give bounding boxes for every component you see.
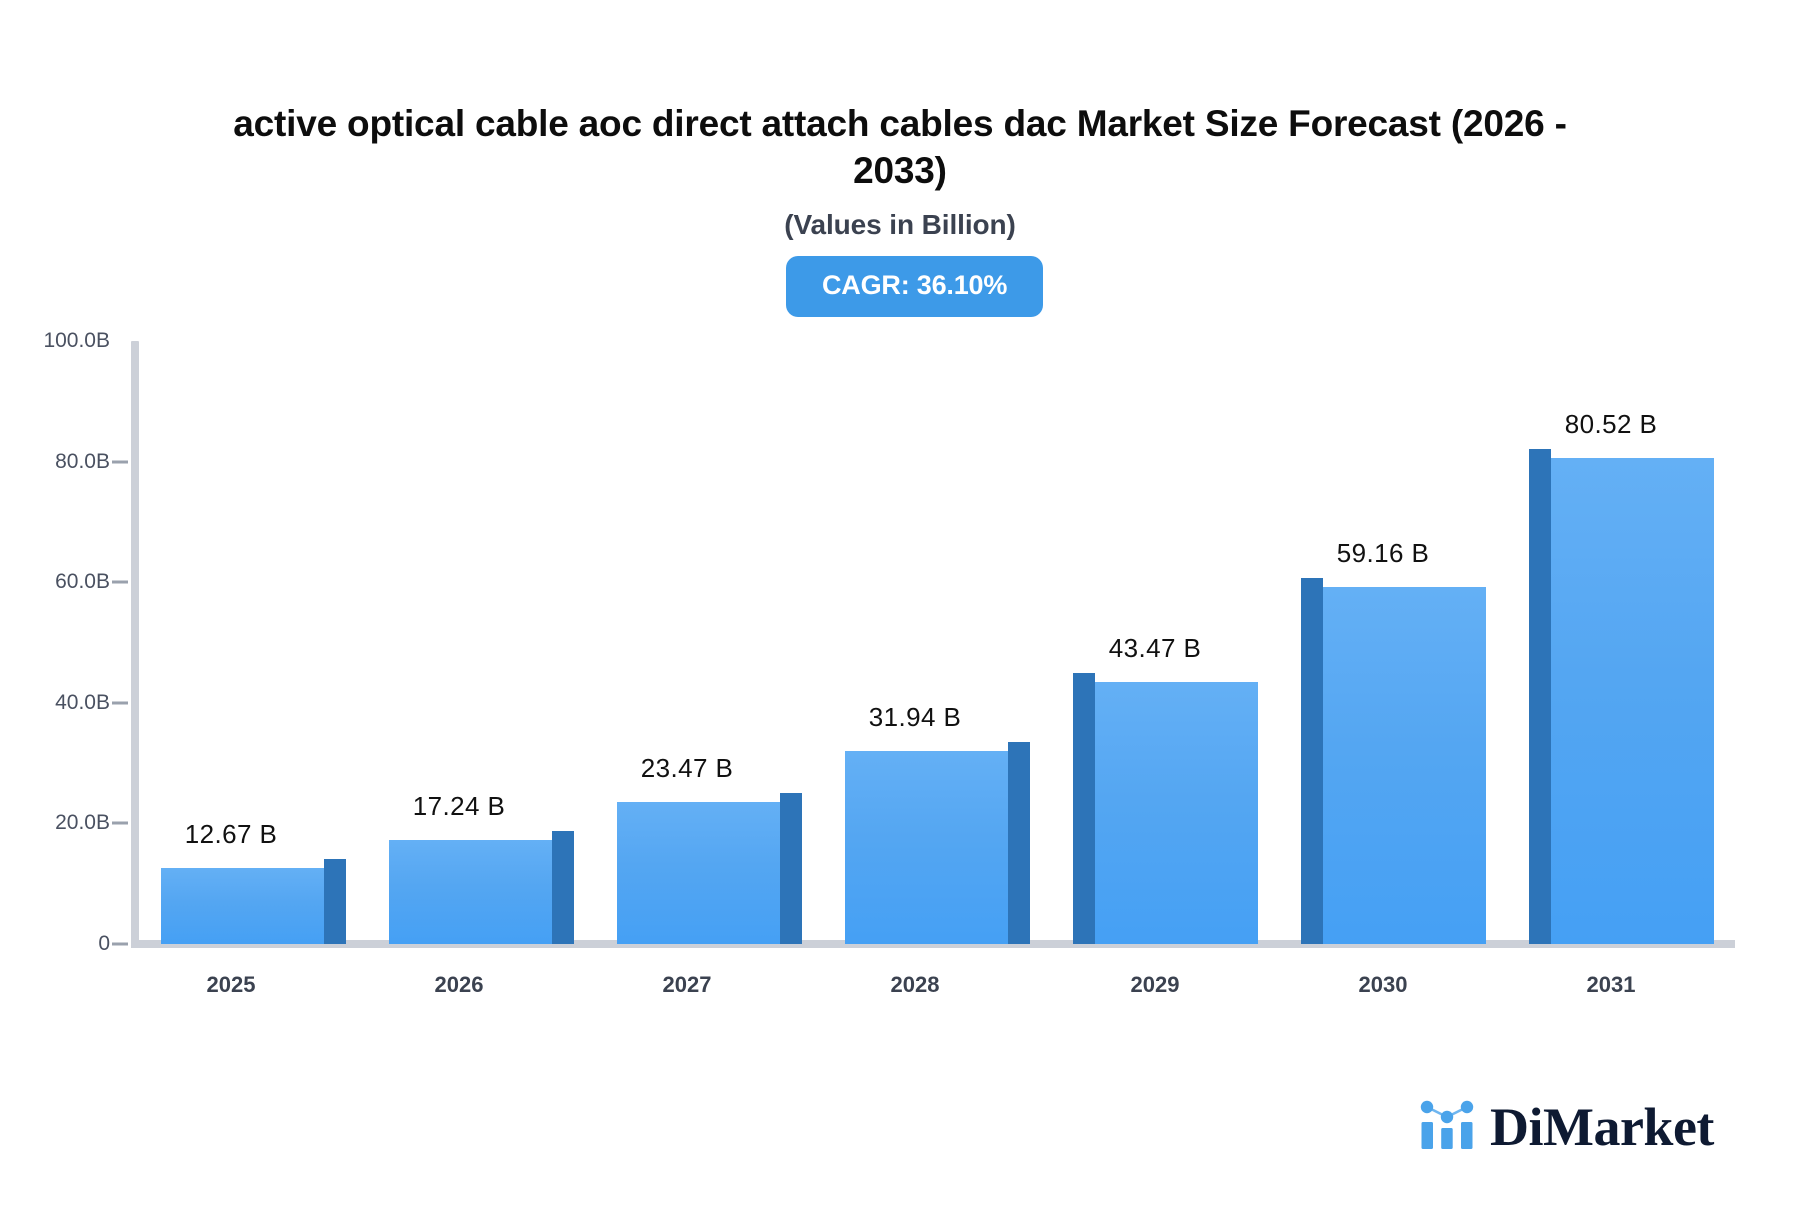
x-axis-tick-label: 2031: [1586, 972, 1636, 997]
bar-side-face: [1072, 681, 1095, 944]
y-axis-tick-mark: [112, 701, 128, 705]
x-axis-tick-label: 2027: [662, 972, 712, 997]
bar-2025[interactable]: [160, 341, 346, 944]
y-axis-tick-label: 80.0B: [0, 450, 110, 486]
x-axis-tick-label: 2028: [890, 972, 940, 997]
y-axis-tick-mark: [112, 942, 128, 946]
bar-front-face: [1322, 587, 1486, 944]
bar-value-label: 59.16 B: [1336, 538, 1430, 569]
bar-side-face: [1528, 458, 1551, 944]
bar-front-face: [1094, 681, 1258, 944]
y-axis-tick-label: 20.0B: [0, 811, 110, 847]
bar-side-face: [551, 840, 574, 944]
bar-2028[interactable]: [844, 341, 1030, 944]
bar-top-face: [551, 831, 574, 841]
y-axis-tick-text: 40.0B: [55, 690, 110, 714]
bar-chart-icon: [1418, 1098, 1476, 1155]
dimarket-logo: DiMarket: [1418, 1098, 1714, 1155]
bar-side-face: [779, 802, 802, 944]
bar-2031[interactable]: [1528, 341, 1714, 944]
bar-front-face: [616, 802, 780, 944]
bar-top-face: [1007, 742, 1030, 752]
chart-title: active optical cable aoc direct attach c…: [233, 103, 1567, 192]
bar-2030[interactable]: [1300, 341, 1486, 944]
bar-top-face: [1072, 672, 1095, 682]
cagr-badge: CAGR: 36.10%: [786, 256, 1044, 317]
y-axis-tick-label: 60.0B: [0, 570, 110, 606]
bar-side-face: [1300, 587, 1323, 944]
chart-header: active optical cable aoc direct attach c…: [150, 100, 1650, 241]
bar-front-face: [160, 867, 324, 944]
bar-value-label: 17.24 B: [412, 791, 506, 822]
bar-value-label: 80.52 B: [1564, 409, 1658, 440]
bar-side-face: [1007, 751, 1030, 944]
bar-2027[interactable]: [616, 341, 802, 944]
y-axis-line: [131, 341, 139, 946]
y-axis-tick-text: 20.0B: [55, 811, 110, 835]
bar-value-label: 23.47 B: [640, 753, 734, 784]
y-axis-tick-text: 0: [98, 932, 110, 955]
bars-layer: 12.67 B 17.24 B 23.47 B 31.94 B 43.47 B 59.16…: [139, 341, 1735, 944]
bar-value-label: 12.67 B: [184, 818, 278, 849]
y-axis-tick-text: 60.0B: [55, 570, 110, 594]
y-axis-tick-mark: [112, 460, 128, 464]
x-axis-line: [131, 940, 1735, 948]
bar-top-face: [1528, 449, 1551, 459]
bar-top-face: [323, 858, 346, 868]
y-axis-tick-label: 40.0B: [0, 691, 110, 727]
x-axis-tick-label: 2029: [1130, 972, 1180, 997]
bar-top-face: [779, 793, 802, 803]
logo-text: DiMarket: [1490, 1096, 1714, 1157]
y-axis-tick-label: 0: [0, 932, 110, 968]
y-axis-tick-text: 100.0B: [43, 329, 110, 352]
y-axis-tick-mark: [112, 580, 128, 584]
bar-value-label: 31.94 B: [868, 702, 962, 733]
bar-2026[interactable]: [388, 341, 574, 944]
bar-2029[interactable]: [1072, 341, 1258, 944]
y-axis-tick-label: 100.0B: [0, 329, 110, 365]
bar-top-face: [1300, 578, 1323, 588]
x-axis-tick-label: 2030: [1358, 972, 1408, 997]
bar-front-face: [844, 751, 1008, 944]
bar-side-face: [323, 867, 346, 944]
bar-front-face: [1550, 458, 1714, 944]
x-axis-tick-label: 2026: [434, 972, 484, 997]
y-axis-tick-mark: [112, 821, 128, 825]
bar-front-face: [388, 840, 552, 944]
x-axis-tick-label: 2025: [206, 972, 256, 997]
chart-subtitle: (Values in Billion): [784, 208, 1016, 240]
y-axis-tick-text: 80.0B: [55, 449, 110, 473]
bar-value-label: 43.47 B: [1108, 632, 1202, 663]
